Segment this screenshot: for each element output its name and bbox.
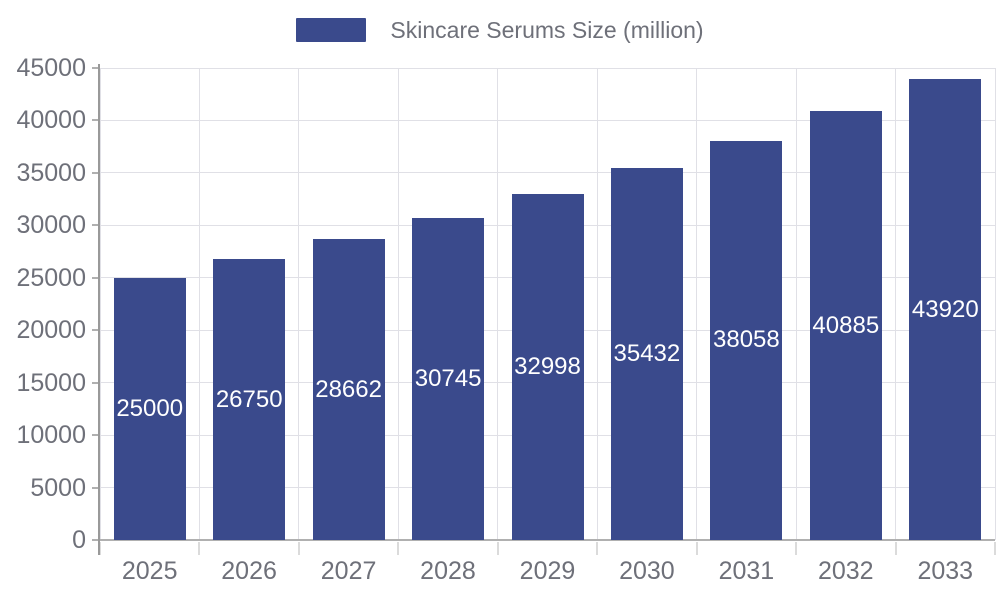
y-tick-label: 30000: [16, 211, 86, 240]
y-tick-label: 20000: [16, 316, 86, 345]
x-gridline: [596, 68, 598, 540]
x-gridline: [397, 68, 399, 540]
y-axis-tick: [92, 434, 100, 437]
x-tick-label: 2025: [121, 557, 178, 585]
x-axis-tick: [99, 542, 101, 555]
x-tick-label: 2033: [917, 557, 974, 585]
x-gridline: [99, 68, 101, 540]
bar-value-label: 28662: [315, 375, 382, 403]
x-tick-label: 2032: [817, 557, 874, 585]
bar[interactable]: 26750: [213, 259, 286, 540]
y-axis-tick: [92, 276, 100, 279]
bar[interactable]: 43920: [909, 79, 982, 540]
bar[interactable]: 40885: [809, 111, 882, 540]
bar-value-label: 32998: [514, 352, 581, 380]
y-axis-tick: [92, 67, 100, 69]
x-axis-tick: [496, 542, 499, 555]
y-axis-tick: [92, 486, 100, 489]
bar[interactable]: 30745: [412, 217, 485, 540]
x-tick-label: 2026: [221, 557, 277, 585]
legend-label: Skincare Serums Size (million): [390, 17, 704, 43]
bar-value-label: 26750: [215, 385, 283, 413]
x-axis-tick: [198, 542, 201, 555]
y-axis-line: [98, 64, 100, 555]
y-axis-tick: [92, 224, 100, 227]
y-axis-tick: [92, 119, 100, 122]
legend[interactable]: Skincare Serums Size (million): [0, 18, 1000, 42]
legend-swatch: [296, 18, 367, 42]
bar-value-label: 43920: [911, 295, 979, 323]
y-axis-tick: [92, 381, 100, 384]
x-axis-tick: [994, 542, 996, 555]
bar[interactable]: 25000: [113, 277, 186, 540]
bar-value-label: 30745: [414, 364, 482, 392]
x-tick-label: 2029: [519, 557, 576, 585]
x-axis-line: [100, 539, 995, 541]
y-gridline: [100, 119, 995, 121]
bar-value-label: 25000: [116, 394, 184, 422]
bar-value-label: 38058: [713, 326, 780, 354]
x-axis-tick: [596, 542, 599, 555]
x-axis-tick: [397, 542, 400, 555]
y-tick-label: 35000: [16, 158, 86, 187]
x-gridline: [994, 68, 996, 540]
y-tick-label: 5000: [30, 473, 86, 502]
bar-value-label: 35432: [613, 340, 681, 368]
y-tick-label: 10000: [16, 421, 86, 450]
y-axis-tick: [92, 539, 100, 541]
x-gridline: [795, 68, 797, 540]
x-axis-tick: [297, 542, 300, 555]
y-tick-label: 0: [72, 526, 86, 554]
x-gridline: [497, 68, 499, 540]
x-axis-tick: [695, 542, 698, 555]
x-tick-label: 2031: [718, 557, 775, 585]
x-tick-label: 2030: [619, 557, 675, 585]
y-gridline: [100, 67, 995, 69]
x-axis-tick: [795, 542, 798, 555]
x-axis-tick: [894, 542, 897, 555]
y-gridline: [100, 172, 995, 174]
x-gridline: [895, 68, 897, 540]
bar[interactable]: 35432: [610, 168, 683, 540]
x-gridline: [198, 68, 200, 540]
bar[interactable]: 32998: [511, 193, 584, 540]
x-gridline: [298, 68, 300, 540]
x-tick-label: 2028: [420, 557, 476, 585]
bar-value-label: 40885: [812, 311, 880, 339]
y-axis-tick: [92, 171, 100, 174]
y-tick-label: 40000: [16, 106, 86, 135]
x-gridline: [696, 68, 698, 540]
y-tick-label: 25000: [16, 263, 86, 292]
y-tick-label: 15000: [16, 368, 86, 397]
bar[interactable]: 38058: [710, 140, 783, 540]
y-axis-tick: [92, 329, 100, 332]
bar[interactable]: 28662: [312, 239, 385, 540]
y-tick-label: 45000: [16, 54, 86, 82]
x-tick-label: 2027: [320, 557, 377, 585]
